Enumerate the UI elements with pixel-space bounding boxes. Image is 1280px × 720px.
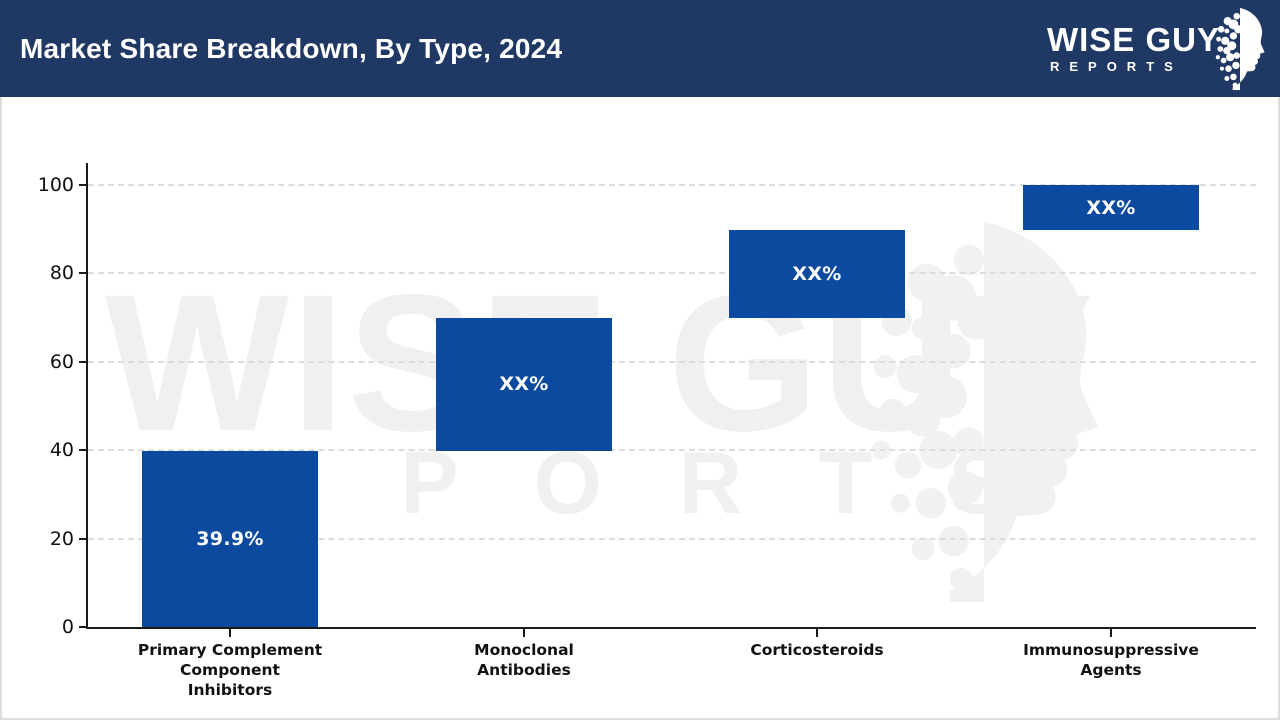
bar-value-label-2: XX% <box>499 373 549 396</box>
x-tick-2 <box>523 629 525 637</box>
y-tick-60 <box>79 360 87 363</box>
bar-segment-3: XX% <box>729 229 905 319</box>
y-tick-label-20: 20 <box>49 527 74 550</box>
y-tick-label-0: 0 <box>61 616 74 638</box>
y-tick-0 <box>79 626 87 628</box>
gridline-40 <box>88 449 1256 452</box>
y-tick-label-80: 80 <box>49 262 74 285</box>
x-tick-4 <box>1110 629 1112 637</box>
x-axis-spine <box>86 627 1256 629</box>
page-title: Market Share Breakdown, By Type, 2024 <box>20 32 563 64</box>
y-tick-40 <box>79 449 87 452</box>
x-tick-1 <box>229 629 231 637</box>
gridline-20 <box>88 537 1256 540</box>
bar-segment-2: XX% <box>436 318 612 451</box>
logo-head-icon <box>1215 7 1265 90</box>
bar-segment-1: 39.9% <box>142 450 318 627</box>
y-tick-label-60: 60 <box>49 350 74 373</box>
x-category-label-1: Primary Complement Component Inhibitors <box>137 641 323 699</box>
wise-guy-reports-logo: WISE GUY REPORTS <box>1046 7 1280 90</box>
bar-value-label-4: XX% <box>1086 196 1136 219</box>
bar-segment-4: XX% <box>1023 185 1199 230</box>
y-tick-label-40: 40 <box>49 439 74 462</box>
gridline-60 <box>88 360 1256 363</box>
logo-text: WISE GUY REPORTS <box>1046 21 1220 75</box>
y-tick-80 <box>79 272 87 275</box>
x-tick-3 <box>816 629 818 637</box>
bar-value-label-1: 39.9% <box>196 527 264 550</box>
gridline-100 <box>88 184 1256 186</box>
bar-value-label-3: XX% <box>792 262 842 285</box>
x-category-label-3: Corticosteroids <box>750 641 884 659</box>
y-tick-100 <box>79 184 87 186</box>
y-tick-20 <box>79 537 87 540</box>
header-bar: Market Share Breakdown, By Type, 2024 WI… <box>0 0 1280 97</box>
y-tick-label-100: 100 <box>37 174 74 196</box>
gridline-80 <box>88 272 1256 275</box>
logo-name: WISE GUY <box>1046 21 1220 58</box>
x-category-label-4: Immunosuppressive Agents <box>1023 641 1199 679</box>
x-category-label-2: Monoclonal Antibodies <box>474 641 574 679</box>
y-axis-spine <box>86 162 88 629</box>
logo-subtitle: REPORTS <box>1049 59 1183 74</box>
